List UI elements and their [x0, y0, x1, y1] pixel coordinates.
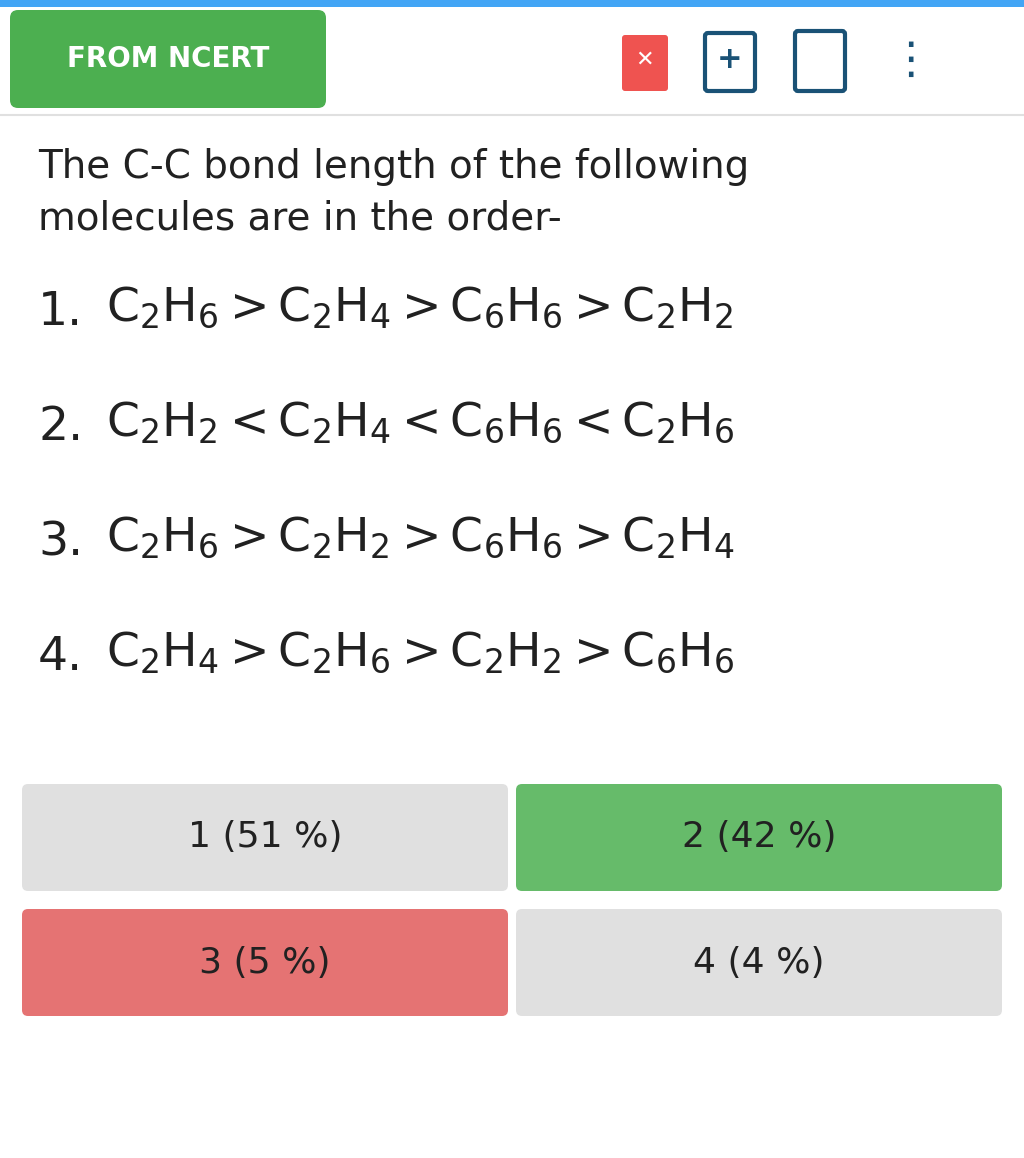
- Text: 1.: 1.: [38, 290, 83, 335]
- Text: 2.: 2.: [38, 405, 83, 450]
- Text: 1 (51 %): 1 (51 %): [187, 821, 342, 855]
- Bar: [0, 0, 1024, 7]
- Text: 2 (42 %): 2 (42 %): [682, 821, 837, 855]
- Text: ⋮: ⋮: [888, 38, 932, 81]
- Text: +: +: [717, 44, 742, 73]
- FancyBboxPatch shape: [516, 784, 1002, 891]
- FancyBboxPatch shape: [22, 784, 508, 891]
- FancyBboxPatch shape: [10, 10, 326, 108]
- Text: $\mathregular{C_2H_4 > C_2H_6 > C_2H_2 > C_6H_6}$: $\mathregular{C_2H_4 > C_2H_6 > C_2H_2 >…: [106, 630, 734, 676]
- Text: FROM NCERT: FROM NCERT: [67, 45, 269, 73]
- Text: ✕: ✕: [636, 50, 654, 69]
- Text: $\mathregular{C_2H_6 > C_2H_4 > C_6H_6 > C_2H_2}$: $\mathregular{C_2H_6 > C_2H_4 > C_6H_6 >…: [106, 285, 733, 331]
- Text: 3 (5 %): 3 (5 %): [200, 945, 331, 980]
- FancyBboxPatch shape: [22, 909, 508, 1016]
- Text: 4 (4 %): 4 (4 %): [693, 945, 824, 980]
- Text: The C-C bond length of the following: The C-C bond length of the following: [38, 148, 750, 186]
- FancyBboxPatch shape: [516, 909, 1002, 1016]
- Text: 4.: 4.: [38, 635, 83, 680]
- FancyBboxPatch shape: [622, 35, 668, 91]
- Text: $\mathregular{C_2H_2 < C_2H_4 < C_6H_6 < C_2H_6}$: $\mathregular{C_2H_2 < C_2H_4 < C_6H_6 <…: [106, 400, 734, 446]
- Text: $\mathregular{C_2H_6 > C_2H_2 > C_6H_6 > C_2H_4}$: $\mathregular{C_2H_6 > C_2H_2 > C_6H_6 >…: [106, 515, 735, 560]
- Bar: [0, 0, 1024, 7]
- Text: 3.: 3.: [38, 520, 83, 565]
- Text: molecules are in the order-: molecules are in the order-: [38, 200, 562, 239]
